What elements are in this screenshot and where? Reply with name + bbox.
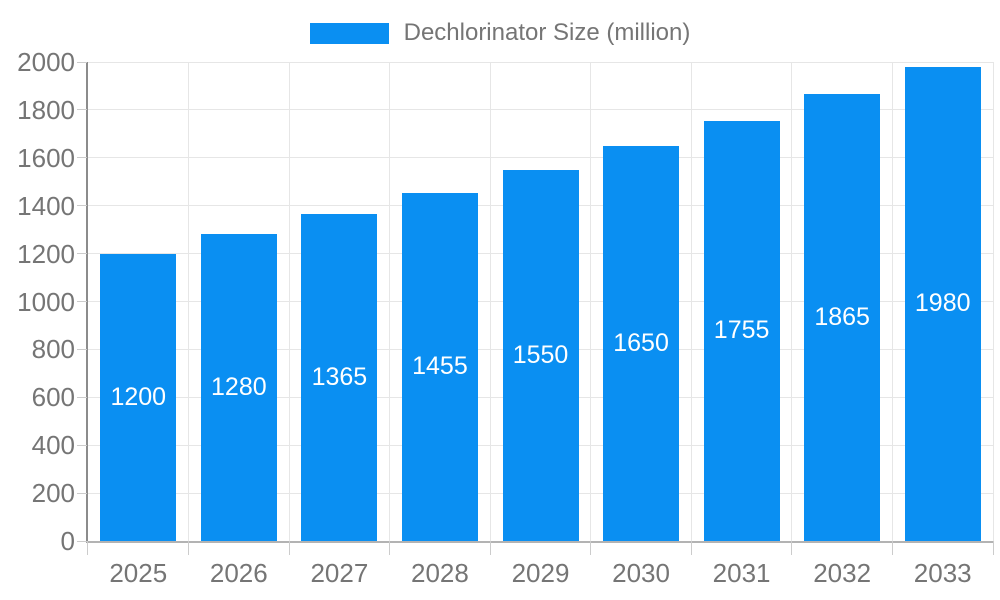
y-axis-tick [77,157,87,159]
legend-label: Dechlorinator Size (million) [403,19,691,46]
x-axis-label: 2029 [511,558,570,588]
x-axis-label: 2032 [813,558,872,588]
x-axis-tick [992,541,994,555]
bar-value-label: 1980 [914,289,971,318]
bar-value-label: 1365 [311,363,368,392]
bar-value-label: 1650 [613,328,669,357]
y-axis-label: 2000 [17,47,75,77]
y-axis-label: 1200 [17,238,75,269]
x-axis-tick [489,541,491,555]
bar: 1200 [100,253,177,541]
chart-legend: Dechlorinator Size (million) [0,18,1000,48]
y-axis-label: 0 [60,526,75,556]
bar: 1365 [301,214,378,541]
y-axis-tick [77,540,87,542]
x-axis-tick [891,541,893,555]
y-axis-label: 200 [31,478,75,509]
y-axis-tick [77,396,87,398]
x-gridline [891,62,893,541]
y-gridline [88,61,993,63]
x-axis-tick [188,541,190,555]
x-gridline [188,62,190,541]
bar: 1550 [502,169,579,541]
y-axis-tick [77,348,87,350]
bar: 1865 [804,94,881,541]
x-gridline [389,62,391,541]
y-axis-label: 1400 [17,190,75,221]
x-axis-label: 2026 [209,558,268,588]
y-axis-label: 1600 [17,142,75,173]
y-axis-label: 400 [31,430,75,461]
bar: 1455 [401,192,478,541]
plot-area: 0 200 400 600 800 1000 1200 1400 1600 1800 2000 202… [17,47,994,588]
x-gridline [590,62,592,541]
x-gridline [288,62,290,541]
x-axis-label: 2025 [109,558,168,588]
x-axis-label: 2033 [913,558,972,588]
y-axis-label: 600 [31,382,75,413]
y-axis-label: 1800 [17,94,75,125]
y-axis-tick [77,253,87,255]
x-axis-tick [590,541,592,555]
x-gridline [489,62,491,541]
x-axis-label: 2028 [411,558,469,588]
x-axis-label: 2027 [310,558,369,588]
bar-value-label: 1755 [713,316,770,345]
x-axis-tick [389,541,391,555]
bar-value-label: 1455 [412,352,468,381]
y-axis-tick [77,109,87,111]
y-gridline [88,109,993,111]
bar: 1650 [603,145,680,541]
x-axis-tick [690,541,692,555]
legend-swatch [309,22,389,44]
x-axis-tick [86,541,88,555]
bar-value-label: 1550 [512,340,569,369]
y-axis-tick [77,444,87,446]
bar: 1280 [200,234,277,541]
y-gridline [88,157,993,159]
bar-value-label: 1280 [211,373,267,402]
x-gridline [992,62,994,541]
y-axis-tick [77,61,87,63]
y-axis-tick [77,205,87,207]
x-gridline [791,62,793,541]
x-axis-label: 2030 [612,558,670,588]
y-axis-label: 1000 [17,286,75,317]
bar-value-label: 1200 [110,382,167,411]
bar: 1755 [703,120,780,541]
bar-value-label: 1865 [814,303,870,332]
x-axis-label: 2031 [712,558,771,588]
y-axis-tick [77,301,87,302]
x-gridline [690,62,692,541]
x-axis-tick [791,541,793,555]
y-axis-tick [77,492,87,494]
y-axis-label: 800 [31,334,75,365]
bar: 1980 [904,66,981,541]
x-axis-tick [288,541,290,555]
